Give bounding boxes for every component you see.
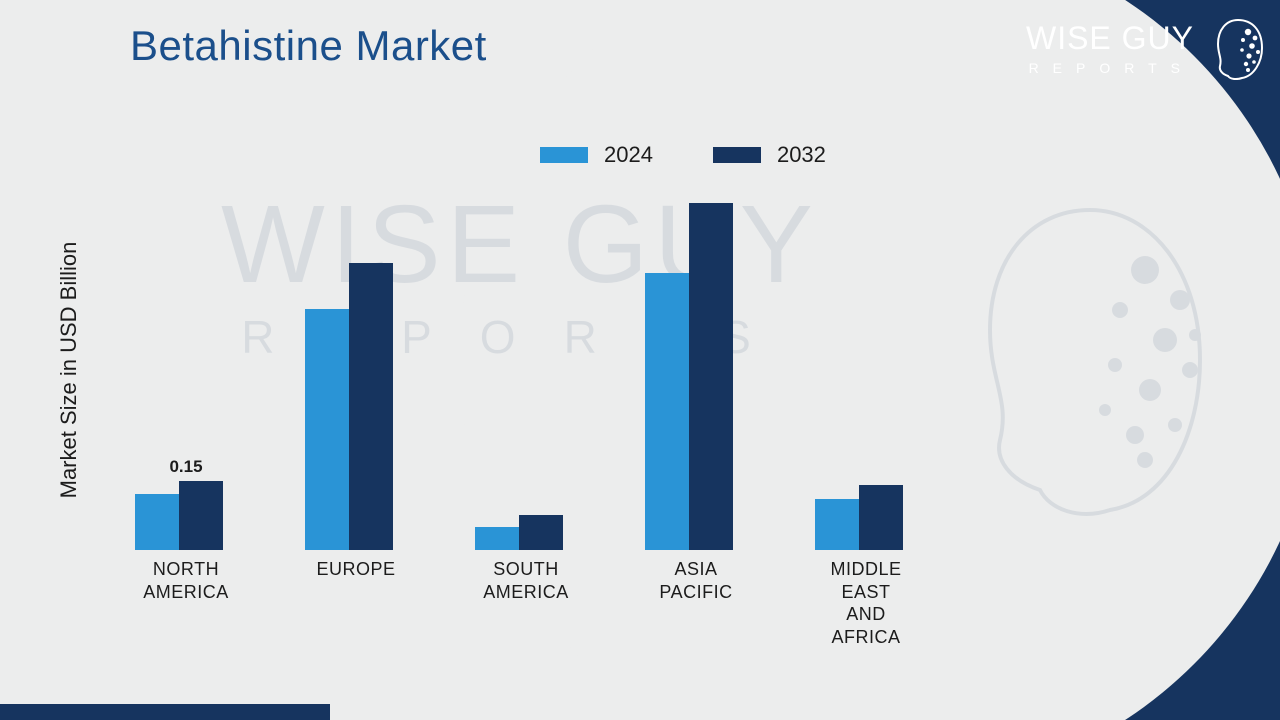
bar-2024: [135, 494, 179, 550]
legend-label-2024: 2024: [604, 142, 653, 168]
bar-data-label: 0.15: [156, 457, 216, 477]
bar-2024: [475, 527, 519, 550]
legend-swatch-2032: [713, 147, 761, 163]
legend-item-2024: 2024: [540, 142, 653, 168]
legend-swatch-2024: [540, 147, 588, 163]
bar-2024: [645, 273, 689, 550]
legend-item-2032: 2032: [713, 142, 826, 168]
x-axis-label: ASIAPACIFIC: [626, 558, 766, 603]
brand-line1: WISE GUY: [1025, 22, 1194, 54]
x-axis-label: EUROPE: [286, 558, 426, 581]
legend: 2024 2032: [540, 142, 826, 168]
bar-2024: [815, 499, 859, 550]
legend-label-2032: 2032: [777, 142, 826, 168]
chart-title: Betahistine Market: [130, 22, 487, 70]
bar-2032: [689, 203, 733, 550]
watermark-head-icon: [940, 200, 1240, 520]
x-axis-label: SOUTHAMERICA: [456, 558, 596, 603]
x-axis-label: MIDDLEEASTANDAFRICA: [796, 558, 936, 648]
brand-line2: REPORTS: [1025, 60, 1194, 76]
y-axis-label: Market Size in USD Billion: [56, 242, 82, 499]
brand-head-icon: [1208, 16, 1272, 80]
bar-2024: [305, 309, 349, 550]
x-axis-label: NORTHAMERICA: [116, 558, 256, 603]
bar-2032: [859, 485, 903, 550]
bar-2032: [179, 481, 223, 550]
brand-logo: WISE GUY REPORTS: [1025, 22, 1254, 78]
bar-2032: [349, 263, 393, 550]
canvas: WISE GUY REPORTS Betahistine Market WISE…: [0, 0, 1280, 720]
bar-2032: [519, 515, 563, 550]
bottom-accent-bar: [0, 704, 330, 720]
chart-plot-area: 0.15: [100, 180, 920, 550]
